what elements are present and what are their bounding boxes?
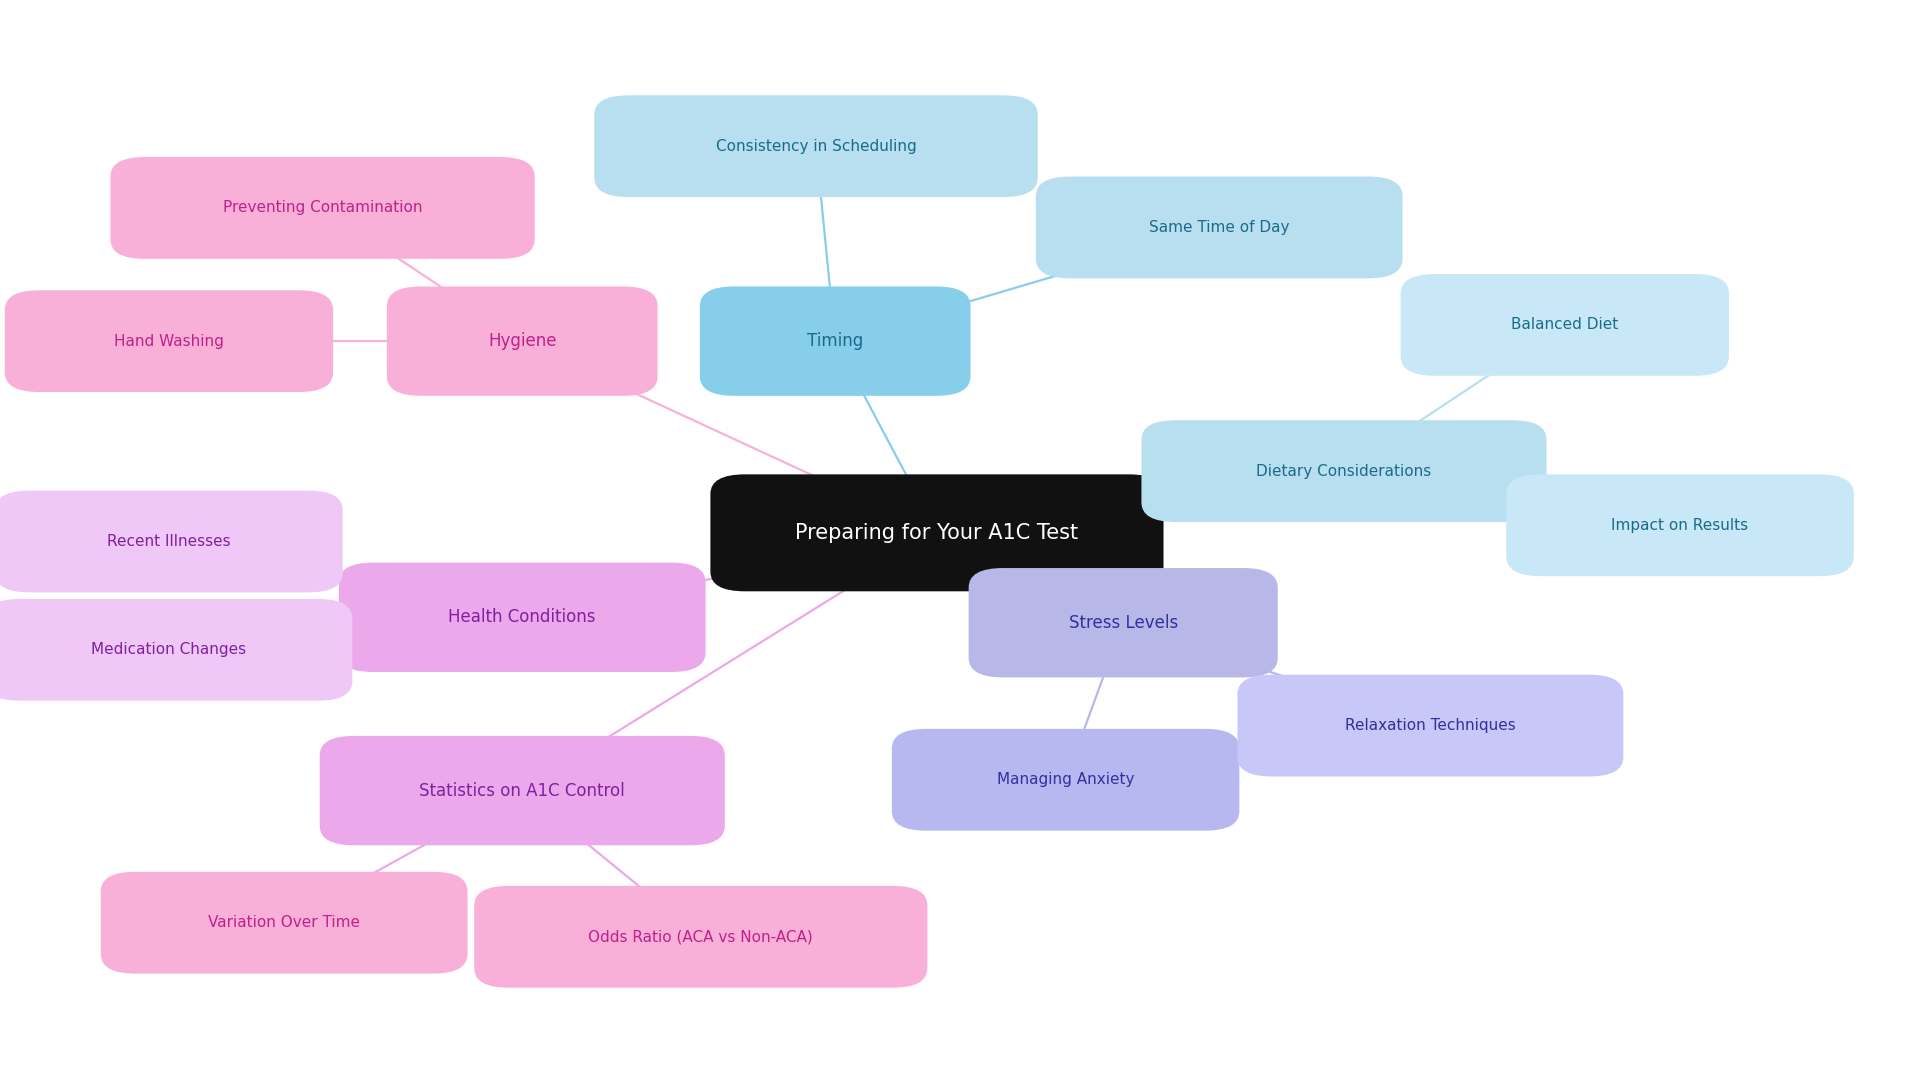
Text: Medication Changes: Medication Changes [92,642,246,657]
Text: Hand Washing: Hand Washing [113,334,225,349]
FancyBboxPatch shape [1400,274,1728,376]
Text: Relaxation Techniques: Relaxation Techniques [1346,718,1515,733]
FancyBboxPatch shape [0,491,342,592]
Text: Balanced Diet: Balanced Diet [1511,317,1619,332]
FancyBboxPatch shape [891,729,1240,831]
FancyBboxPatch shape [699,286,970,395]
FancyBboxPatch shape [1037,177,1402,278]
FancyBboxPatch shape [111,157,534,259]
Text: Stress Levels: Stress Levels [1069,614,1177,631]
Text: Recent Illnesses: Recent Illnesses [108,534,230,549]
Text: Dietary Considerations: Dietary Considerations [1256,464,1432,479]
FancyBboxPatch shape [340,563,707,671]
FancyBboxPatch shape [4,290,334,392]
Text: Same Time of Day: Same Time of Day [1148,220,1290,235]
Text: Preparing for Your A1C Test: Preparing for Your A1C Test [795,523,1079,543]
Text: Timing: Timing [806,332,864,350]
FancyBboxPatch shape [1505,474,1855,576]
Text: Managing Anxiety: Managing Anxiety [996,772,1135,787]
Text: Health Conditions: Health Conditions [449,609,595,626]
FancyBboxPatch shape [1140,420,1546,522]
FancyBboxPatch shape [0,599,353,701]
FancyBboxPatch shape [474,886,927,988]
FancyBboxPatch shape [710,474,1164,591]
Text: Statistics on A1C Control: Statistics on A1C Control [419,782,626,799]
FancyBboxPatch shape [968,569,1279,678]
Text: Variation Over Time: Variation Over Time [207,915,361,930]
Text: Odds Ratio (ACA vs Non-ACA): Odds Ratio (ACA vs Non-ACA) [588,929,814,944]
FancyBboxPatch shape [100,872,468,974]
FancyBboxPatch shape [321,736,726,845]
Text: Preventing Contamination: Preventing Contamination [223,200,422,216]
Text: Impact on Results: Impact on Results [1611,518,1749,533]
FancyBboxPatch shape [1236,675,1622,777]
Text: Hygiene: Hygiene [488,332,557,350]
FancyBboxPatch shape [595,95,1037,197]
FancyBboxPatch shape [388,286,657,395]
Text: Consistency in Scheduling: Consistency in Scheduling [716,139,916,154]
